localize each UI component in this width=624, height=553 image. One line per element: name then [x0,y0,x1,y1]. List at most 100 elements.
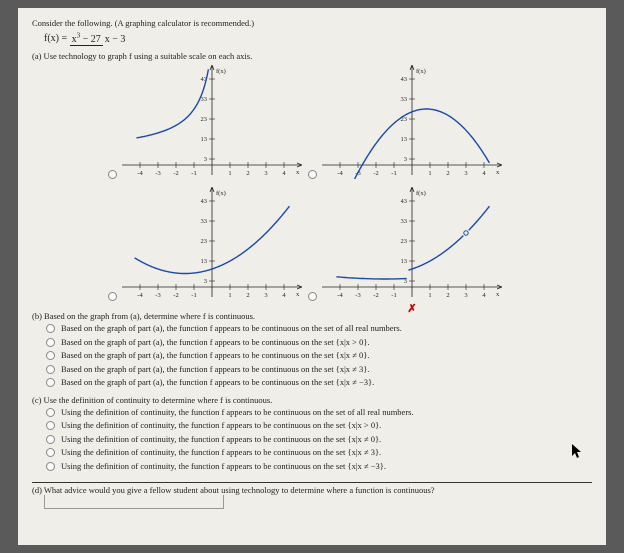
part-c-prompt: (c) Use the definition of continuity to … [32,395,592,405]
svg-text:43: 43 [201,198,208,205]
part-a-label: (a) Use technology to graph f using a su… [32,51,592,61]
option-row[interactable]: Based on the graph of part (a), the func… [46,377,592,388]
svg-text:1: 1 [428,292,431,299]
graph-a: f(x)x-4-3-2-11234313233343 [122,65,302,179]
svg-text:x: x [496,169,500,176]
answer-textarea[interactable] [44,495,224,509]
option-row[interactable]: Using the definition of continuity, the … [46,447,592,458]
chart-option-c[interactable]: f(x)x-4-3-2-11234313233343 [122,187,302,303]
svg-text:3: 3 [264,292,267,299]
chart-option-b[interactable]: f(x)x-4-3-2-11234313233343 [322,65,502,181]
option-row[interactable]: Based on the graph of part (a), the func… [46,323,592,334]
part-b-prompt: (b) Based on the graph from (a), determi… [32,311,592,321]
option-text: Based on the graph of part (a), the func… [61,323,402,334]
graph-c: f(x)x-4-3-2-11234313233343 [122,187,302,301]
svg-text:23: 23 [401,238,408,245]
svg-text:4: 4 [282,170,286,177]
svg-text:1: 1 [228,170,231,177]
worksheet-page: Consider the following. (A graphing calc… [18,8,606,545]
svg-text:-4: -4 [337,292,343,299]
svg-text:2: 2 [246,292,249,299]
radio-icon[interactable] [46,408,55,417]
svg-text:3: 3 [204,156,207,163]
graph-d: f(x)x-4-3-2-11234313233343 [322,187,502,301]
svg-text:-2: -2 [373,292,378,299]
svg-text:23: 23 [201,238,208,245]
option-row[interactable]: Using the definition of continuity, the … [46,420,592,431]
svg-text:43: 43 [401,76,408,83]
svg-text:-4: -4 [337,170,343,177]
radio-icon[interactable] [46,435,55,444]
svg-text:23: 23 [201,116,208,123]
option-text: Using the definition of continuity, the … [61,447,381,458]
svg-text:1: 1 [228,292,231,299]
option-text: Using the definition of continuity, the … [61,407,414,418]
svg-text:2: 2 [446,292,449,299]
option-row[interactable]: Using the definition of continuity, the … [46,461,592,472]
radio-icon[interactable] [108,170,117,179]
option-row[interactable]: Based on the graph of part (a), the func… [46,364,592,375]
graph-b: f(x)x-4-3-2-11234313233343 [322,65,502,179]
denominator: x − 3 [103,34,128,45]
option-row[interactable]: Based on the graph of part (a), the func… [46,350,592,361]
intro-text: Consider the following. (A graphing calc… [32,18,592,28]
svg-text:4: 4 [282,292,286,299]
radio-icon[interactable] [46,338,55,347]
svg-text:-3: -3 [155,292,160,299]
radio-icon[interactable] [46,365,55,374]
svg-text:33: 33 [401,96,408,103]
svg-text:3: 3 [404,156,407,163]
svg-text:-3: -3 [155,170,160,177]
part-d-prompt: (d) What advice would you give a fellow … [32,485,592,495]
svg-text:-2: -2 [373,170,378,177]
svg-text:1: 1 [428,170,431,177]
option-row[interactable]: Based on the graph of part (a), the func… [46,337,592,348]
radio-icon[interactable] [308,170,317,179]
option-row[interactable]: Using the definition of continuity, the … [46,434,592,445]
option-text: Based on the graph of part (a), the func… [61,337,370,348]
radio-icon[interactable] [46,421,55,430]
part-c: (c) Use the definition of continuity to … [32,395,592,472]
formula-lhs: f(x) = [44,33,70,44]
svg-text:33: 33 [401,218,408,225]
chart-option-d[interactable]: f(x)x-4-3-2-11234313233343 ✗ [322,187,502,303]
option-text: Based on the graph of part (a), the func… [61,377,374,388]
svg-text:-1: -1 [391,170,396,177]
svg-text:3: 3 [264,170,267,177]
option-text: Using the definition of continuity, the … [61,420,381,431]
svg-text:f(x): f(x) [416,68,426,75]
svg-text:-3: -3 [355,292,360,299]
svg-text:2: 2 [446,170,449,177]
svg-text:-4: -4 [137,292,143,299]
svg-text:13: 13 [201,258,208,265]
svg-text:13: 13 [401,136,408,143]
svg-text:4: 4 [482,170,486,177]
option-row[interactable]: Using the definition of continuity, the … [46,407,592,418]
chart-option-a[interactable]: f(x)x-4-3-2-11234313233343 [122,65,302,181]
svg-text:33: 33 [201,96,208,103]
radio-icon[interactable] [46,378,55,387]
radio-icon[interactable] [308,292,317,301]
chart-grid: f(x)x-4-3-2-11234313233343 f(x)x-4-3-2-1… [32,65,592,303]
svg-text:-1: -1 [391,292,396,299]
radio-icon[interactable] [108,292,117,301]
svg-text:13: 13 [401,258,408,265]
svg-text:f(x): f(x) [416,190,426,197]
radio-icon[interactable] [46,324,55,333]
radio-icon[interactable] [46,462,55,471]
svg-text:x: x [296,169,300,176]
svg-text:f(x): f(x) [216,68,226,75]
svg-text:4: 4 [482,292,486,299]
function-formula: f(x) = x3 − 27x − 3 [44,32,592,45]
radio-icon[interactable] [46,448,55,457]
svg-text:3: 3 [464,170,467,177]
option-text: Using the definition of continuity, the … [61,461,386,472]
svg-text:f(x): f(x) [216,190,226,197]
option-text: Based on the graph of part (a), the func… [61,350,369,361]
svg-text:-4: -4 [137,170,143,177]
incorrect-x-icon: ✗ [407,302,416,315]
radio-icon[interactable] [46,351,55,360]
svg-text:13: 13 [201,136,208,143]
svg-text:-1: -1 [191,292,196,299]
mouse-cursor-icon [572,444,584,460]
